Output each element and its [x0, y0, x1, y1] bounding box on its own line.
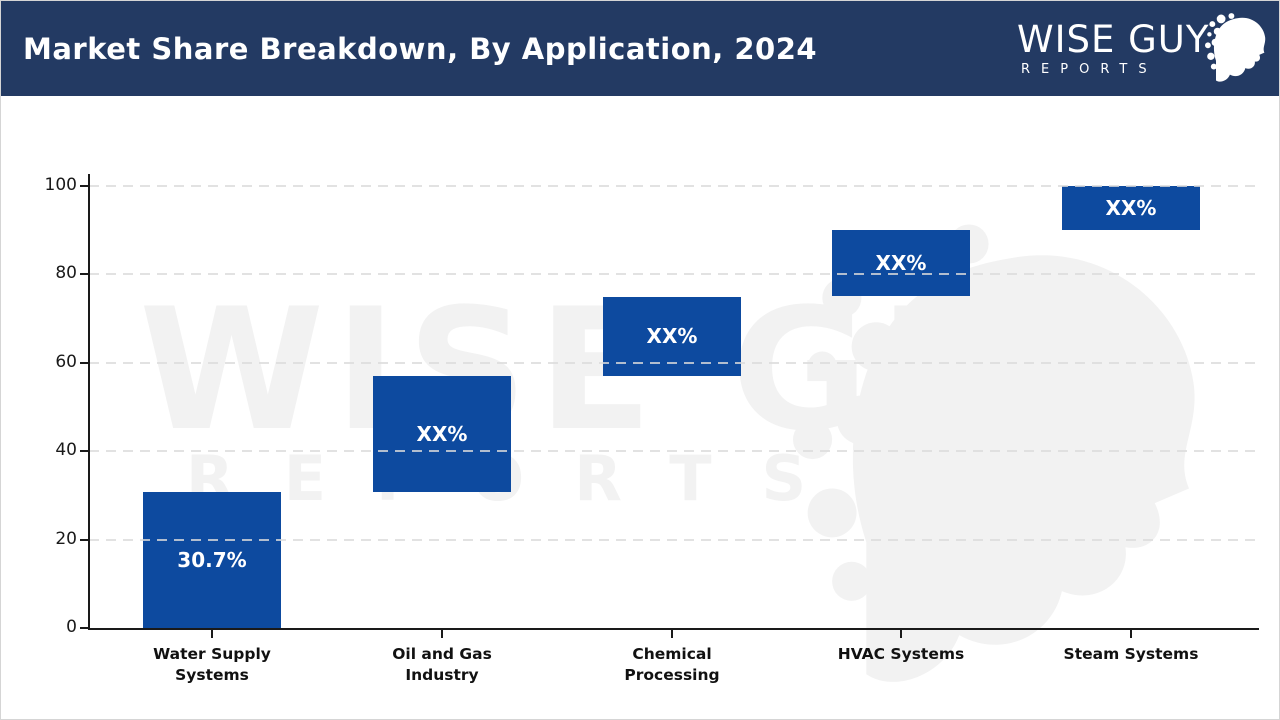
y-tick-mark — [80, 185, 88, 187]
category-label-line: Oil and Gas — [392, 645, 492, 663]
gridline — [89, 450, 1259, 453]
y-tick-label: 60 — [55, 351, 77, 372]
y-tick-label: 20 — [55, 528, 77, 549]
gridline — [89, 538, 1259, 541]
category-label-line: Chemical — [632, 645, 712, 663]
brand-subtitle: REPORTS — [1021, 62, 1158, 77]
y-tick-label: 80 — [55, 263, 77, 284]
category-label: Oil and Gas Industry — [327, 644, 557, 686]
category-label-line: HVAC Systems — [837, 645, 965, 663]
gridline — [89, 185, 1259, 187]
y-tick-mark — [80, 361, 88, 364]
gridline — [89, 361, 1259, 364]
category-label-line: Processing — [624, 665, 720, 684]
y-tick-label: 100 — [44, 175, 77, 195]
brand-logo-text: WISE GUY REPORTS — [1017, 21, 1209, 77]
category-label: Chemical Processing — [557, 644, 787, 686]
y-tick-mark — [80, 627, 88, 629]
bar-value-label: 30.7% — [177, 548, 247, 573]
gridline — [89, 273, 1259, 276]
category-label-line: Steam Systems — [1063, 645, 1199, 663]
category-label: Water Supply Systems — [97, 644, 327, 686]
y-tick-mark — [80, 538, 88, 541]
dotted-face-icon — [1205, 13, 1266, 82]
x-axis-line — [88, 628, 1259, 630]
bar-1: 30.7% — [143, 492, 281, 628]
category-label-line: Systems — [175, 665, 249, 684]
x-tick-mark — [211, 630, 213, 638]
bar-5: XX% — [1062, 186, 1200, 231]
y-axis-line — [88, 174, 90, 630]
brand-logo: WISE GUY REPORTS — [1017, 7, 1267, 91]
bar-2: XX% — [373, 376, 511, 493]
category-label-line: Water Supply — [153, 645, 271, 663]
bar-4: XX% — [832, 230, 970, 297]
header-bar: Market Share Breakdown, By Application, … — [1, 1, 1279, 96]
x-tick-mark — [1130, 630, 1132, 638]
chart-area: WISE GUY REPORTS 02040608010030.7%Water … — [1, 96, 1279, 719]
y-tick-mark — [80, 450, 88, 453]
bar-value-label: XX% — [1105, 196, 1157, 221]
watermark-subtext: REPORTS — [186, 442, 857, 515]
category-label-line: Industry — [405, 665, 479, 684]
bar-value-label: XX% — [416, 422, 468, 447]
bar-3: XX% — [603, 296, 741, 377]
bar-value-label: XX% — [646, 324, 698, 349]
page-title: Market Share Breakdown, By Application, … — [23, 31, 818, 66]
brand-name: WISE GUY — [1017, 18, 1210, 61]
y-tick-mark — [80, 273, 88, 276]
x-tick-mark — [441, 630, 443, 638]
x-tick-mark — [900, 630, 902, 638]
x-tick-mark — [671, 630, 673, 638]
y-tick-label: 0 — [66, 617, 77, 637]
category-label: Steam Systems — [1016, 644, 1246, 665]
category-label: HVAC Systems — [786, 644, 1016, 665]
bar-value-label: XX% — [875, 251, 927, 276]
y-tick-label: 40 — [55, 440, 77, 461]
